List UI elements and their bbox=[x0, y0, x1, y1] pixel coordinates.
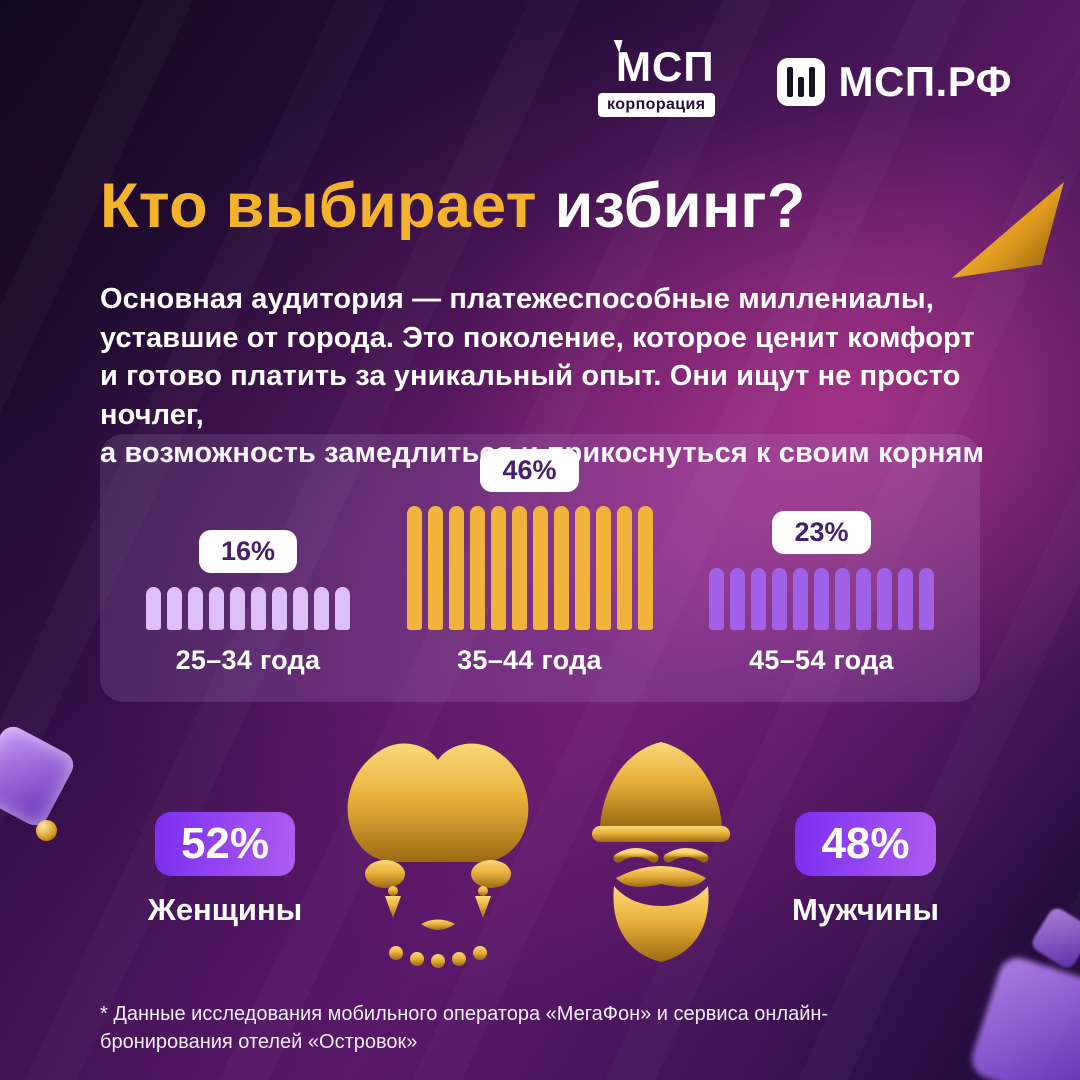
bar bbox=[616, 506, 632, 630]
gold-cone-decoration bbox=[952, 182, 1064, 278]
man-helmet-illustration bbox=[566, 734, 756, 974]
bar bbox=[814, 568, 829, 630]
bar bbox=[772, 568, 787, 630]
percent-badge: 46% bbox=[480, 449, 579, 492]
title-highlight: Кто выбирает bbox=[100, 171, 537, 241]
msp-rf-wordmark: МСП.РФ bbox=[838, 57, 1012, 105]
bar bbox=[335, 587, 350, 630]
age-chart-card: 16% 25–34 года 46% 35–44 года 23% 45–54 года bbox=[100, 434, 980, 702]
intro-paragraph: Основная аудитория — платежеспособные ми… bbox=[100, 283, 985, 470]
woman-kokoshnik-illustration bbox=[333, 726, 543, 981]
bar-cluster bbox=[406, 506, 653, 630]
bar bbox=[595, 506, 611, 630]
bar bbox=[835, 568, 850, 630]
bar bbox=[469, 506, 485, 630]
bar bbox=[532, 506, 548, 630]
bar bbox=[406, 506, 422, 630]
bar bbox=[209, 587, 224, 630]
male-percent-badge: 48% bbox=[795, 812, 936, 876]
bar bbox=[427, 506, 443, 630]
male-stat: 48% Мужчины bbox=[778, 812, 953, 928]
title-rest: избинг? bbox=[554, 171, 806, 241]
female-percent-badge: 52% bbox=[154, 812, 296, 876]
purple-cube-corner-decoration bbox=[966, 952, 1080, 1080]
bar bbox=[898, 568, 913, 630]
age-chart-groups: 16% 25–34 года 46% 35–44 года 23% 45–54 года bbox=[100, 434, 980, 702]
percent-badge: 16% bbox=[198, 530, 298, 573]
bar bbox=[146, 587, 161, 630]
msp-rf-door-icon bbox=[776, 57, 825, 106]
header-logos: МСП корпорация МСП.РФ bbox=[598, 46, 1012, 117]
percent-badge: 23% bbox=[772, 511, 871, 554]
bar bbox=[251, 587, 266, 630]
bar bbox=[919, 568, 934, 630]
age-group-1: 16% 25–34 года bbox=[146, 530, 350, 676]
bar bbox=[877, 568, 892, 630]
female-stat: 52% Женщины bbox=[135, 812, 315, 928]
bar bbox=[553, 506, 569, 630]
bar-cluster bbox=[146, 587, 350, 630]
bar bbox=[574, 506, 590, 630]
bar bbox=[637, 506, 653, 630]
msp-corporation-logo: МСП корпорация bbox=[598, 43, 715, 117]
bar bbox=[448, 506, 464, 630]
bar bbox=[314, 587, 329, 630]
footnote: * Данные исследования мобильного операто… bbox=[100, 1003, 829, 1053]
age-group-label: 45–54 года bbox=[749, 645, 894, 675]
age-group-label: 25–34 года bbox=[175, 645, 321, 675]
bar-cluster bbox=[709, 568, 934, 630]
bar bbox=[730, 568, 745, 630]
age-group-2: 46% 35–44 года bbox=[406, 449, 653, 676]
bar bbox=[230, 587, 245, 630]
msp-corp-subtitle: корпорация bbox=[598, 93, 715, 117]
purple-cube-decoration bbox=[0, 721, 79, 831]
age-group-label: 35–44 года bbox=[457, 645, 602, 675]
bar bbox=[490, 506, 506, 630]
bar bbox=[272, 587, 287, 630]
bar bbox=[709, 568, 724, 630]
bar bbox=[511, 506, 527, 630]
bar bbox=[188, 587, 203, 630]
purple-cube-small-decoration bbox=[1028, 904, 1080, 972]
bar bbox=[293, 587, 308, 630]
page-title: Кто выбирает избинг? bbox=[100, 170, 806, 242]
bar bbox=[751, 568, 766, 630]
bar bbox=[167, 587, 182, 630]
bar bbox=[856, 568, 871, 630]
bar bbox=[793, 568, 808, 630]
msp-rf-logo: МСП.РФ bbox=[776, 57, 1012, 106]
msp-corp-wordmark: МСП bbox=[616, 43, 715, 90]
female-label: Женщины bbox=[147, 892, 303, 927]
male-label: Мужчины bbox=[792, 892, 939, 927]
gold-sphere-decoration bbox=[36, 820, 57, 841]
age-group-3: 23% 45–54 года bbox=[709, 511, 934, 676]
